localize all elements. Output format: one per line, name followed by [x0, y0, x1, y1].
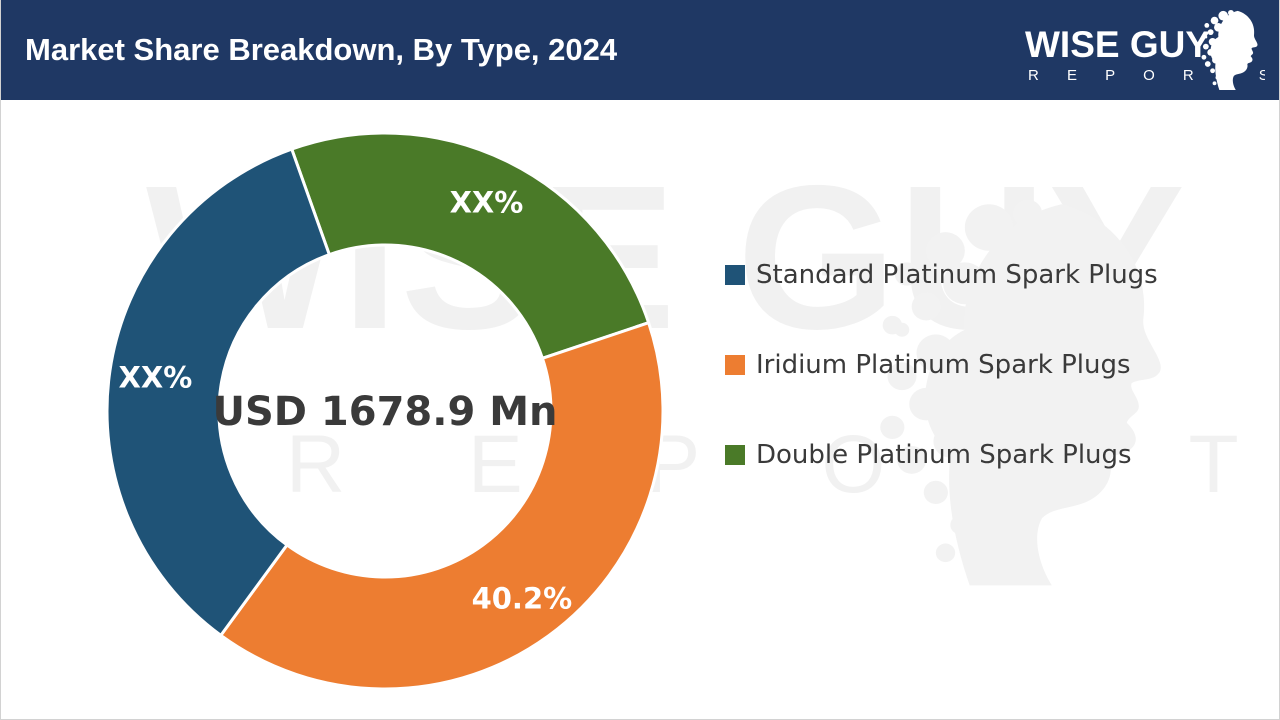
legend-item-double: Double Platinum Spark Plugs: [725, 438, 1158, 471]
legend-swatch-standard: [725, 264, 745, 285]
segment-label: XX%: [450, 186, 524, 220]
chart-legend: Standard Platinum Spark Plugs Iridium Pl…: [725, 258, 1158, 471]
segment-label: XX%: [119, 361, 193, 395]
wiseguy-logo: WISE GUY R E P O R T S: [1025, 7, 1265, 93]
segment-label: 40.2%: [472, 581, 573, 615]
legend-label: Double Platinum Spark Plugs: [756, 439, 1132, 470]
wiseguy-logo-svg: WISE GUY R E P O R T S: [1025, 9, 1265, 91]
donut-segment-double-platinum-spark-plugs: [290, 131, 651, 360]
legend-label: Iridium Platinum Spark Plugs: [756, 349, 1131, 380]
logo-subtext: R E P O R T S: [1028, 67, 1265, 84]
legend-swatch-iridium: [725, 354, 745, 375]
chart-area: WISE GUY R E P O R T S USD 1678.9 Mn XX%…: [1, 100, 1279, 719]
donut-center-value: USD 1678.9 Mn: [213, 389, 558, 435]
legend-item-standard: Standard Platinum Spark Plugs: [725, 258, 1158, 291]
legend-item-iridium: Iridium Platinum Spark Plugs: [725, 348, 1158, 381]
donut-chart: USD 1678.9 Mn XX% 40.2% XX%: [105, 131, 665, 691]
legend-label: Standard Platinum Spark Plugs: [756, 259, 1158, 290]
legend-swatch-double: [725, 444, 745, 465]
donut-segment-standard-platinum-spark-plugs: [105, 147, 331, 637]
logo-wordmark: WISE GUY: [1025, 24, 1210, 65]
page-title: Market Share Breakdown, By Type, 2024: [25, 32, 618, 67]
donut-segment-iridium-platinum-spark-plugs: [219, 321, 665, 691]
header-bar: Market Share Breakdown, By Type, 2024: [1, 0, 1279, 100]
